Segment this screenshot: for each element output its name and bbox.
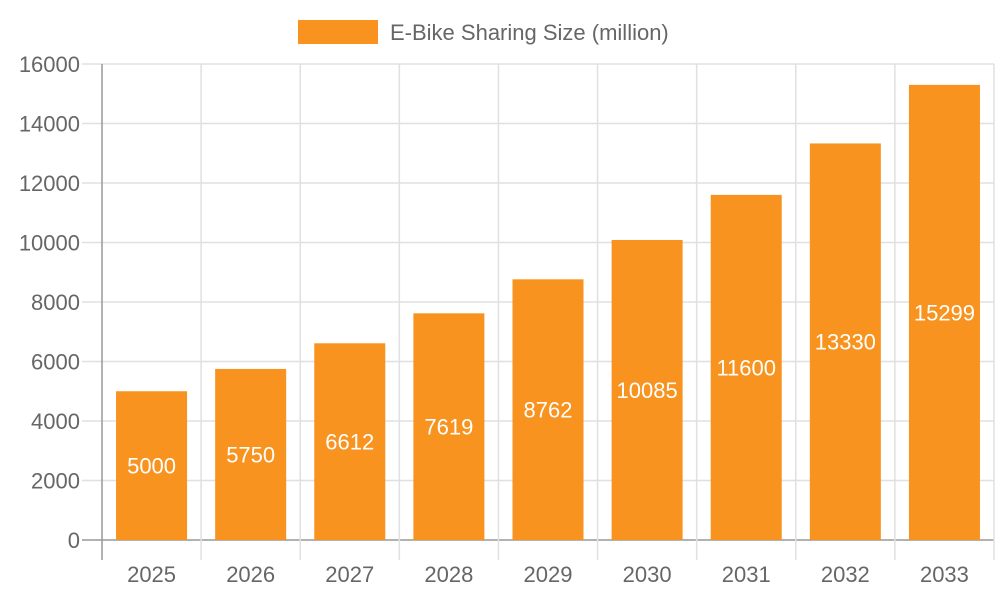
x-tick-label: 2029 [524,562,573,587]
y-tick-label: 12000 [19,171,80,196]
bar [710,194,782,540]
axes: 0 2000 4000 6000 8000 10000 12000 14000 16000 202… [19,52,969,587]
x-tick-label: 2028 [424,562,473,587]
data-label: 10085 [617,378,678,403]
x-tick-label: 2027 [325,562,374,587]
data-label: 13330 [815,330,876,355]
x-tick-label: 2033 [920,562,969,587]
y-tick-label: 16000 [19,52,80,77]
data-label: 6612 [325,430,374,455]
y-tick-label: 10000 [19,231,80,256]
y-tick-label: 6000 [31,350,80,375]
legend[interactable]: E-Bike Sharing Size (million) [298,20,669,45]
data-label: 15299 [914,300,975,325]
x-tick-label: 2030 [623,562,672,587]
x-tick-label: 2025 [127,562,176,587]
x-tick-label: 2031 [722,562,771,587]
data-label: 5000 [127,454,176,479]
x-tick-label: 2032 [821,562,870,587]
y-tick-label: 14000 [19,112,80,137]
bar [116,391,188,540]
bar [413,313,485,540]
bar [215,368,287,540]
bar [809,143,881,540]
bar [611,239,683,540]
y-tick-label: 4000 [31,409,80,434]
y-tick-label: 8000 [31,290,80,315]
legend-label: E-Bike Sharing Size (million) [390,20,669,45]
data-label: 5750 [226,442,275,467]
bar [908,84,980,541]
y-tick-label: 0 [68,528,80,553]
legend-swatch [298,20,378,44]
data-label: 8762 [524,398,573,423]
data-label: 11600 [716,355,776,380]
y-tick-label: 2000 [31,469,80,494]
bar [512,279,584,540]
x-tick-label: 2026 [226,562,275,587]
data-label: 7619 [424,415,473,440]
bars: 5000 5750 6612 7619 8762 10085 11600 13330 15299 [116,84,980,541]
bar [314,343,386,540]
